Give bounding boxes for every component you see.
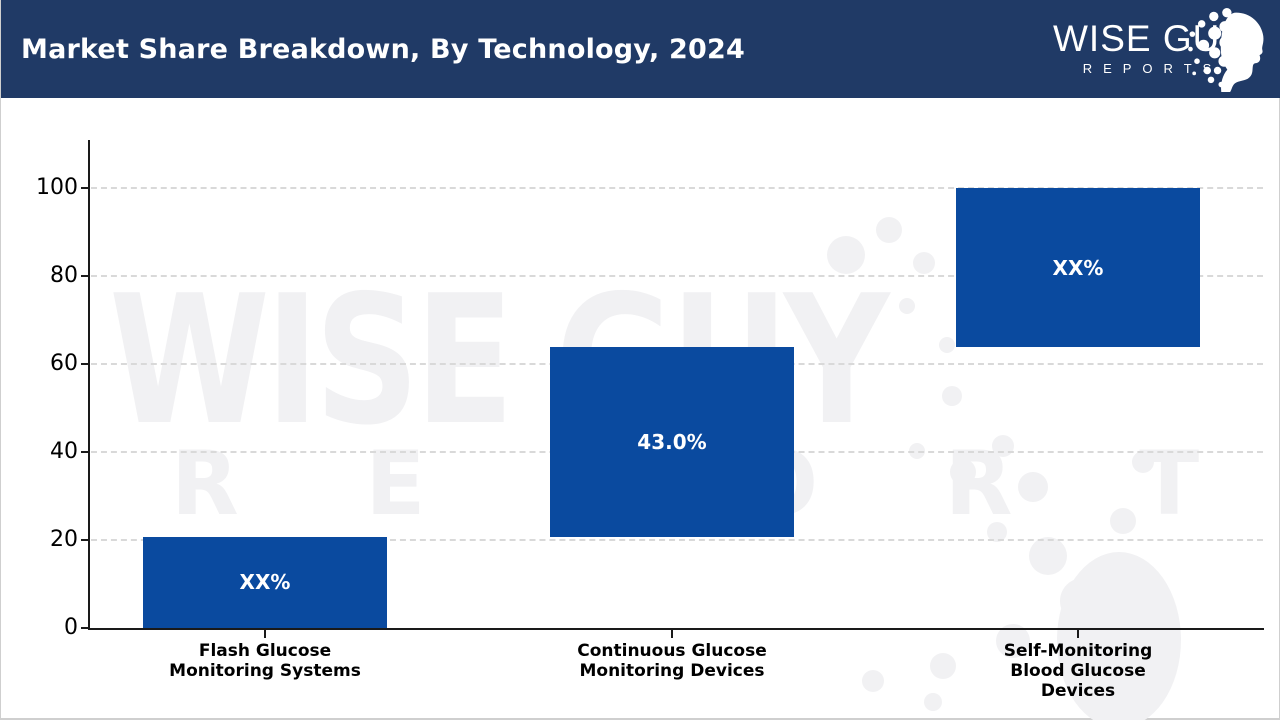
y-tick-label-100: 100 xyxy=(36,174,78,200)
x-tick-mark-3 xyxy=(1077,630,1079,638)
gridline-20 xyxy=(91,538,1263,541)
bar-segment: XX% xyxy=(143,536,387,628)
x-category-label: Continuous Glucose Monitoring Devices xyxy=(577,641,767,681)
x-category-label: Flash Glucose Monitoring Systems xyxy=(169,641,361,681)
bar-value-label: XX% xyxy=(239,570,291,595)
bar-value-label: 43.0% xyxy=(637,430,707,455)
brand-logo: WISE GUY REPORTS xyxy=(989,6,1269,92)
bar-value-label: XX% xyxy=(1052,255,1104,280)
y-tick-mark-40 xyxy=(81,450,89,453)
x-category-label: Self-Monitoring Blood Glucose Devices xyxy=(1003,641,1153,701)
header-bar: Market Share Breakdown, By Technology, 2… xyxy=(1,0,1280,98)
y-tick-mark-20 xyxy=(81,538,89,541)
gridline-80 xyxy=(91,274,1263,277)
dot-head-icon xyxy=(1188,8,1264,92)
x-tick-mark-1 xyxy=(264,630,266,638)
page-title: Market Share Breakdown, By Technology, 2… xyxy=(21,33,746,65)
y-tick-mark-80 xyxy=(81,274,89,277)
y-tick-mark-100 xyxy=(81,186,89,189)
y-tick-label-0: 0 xyxy=(64,615,78,640)
y-tick-mark-60 xyxy=(81,362,89,365)
y-axis-line xyxy=(88,140,90,630)
y-tick-label-60: 60 xyxy=(50,350,78,376)
x-axis-line xyxy=(88,628,1264,630)
y-tick-mark-0 xyxy=(81,627,89,629)
bar-segment: XX% xyxy=(956,187,1200,348)
y-tick-label-20: 20 xyxy=(50,526,78,552)
brand-logo-reports: REPORTS xyxy=(1082,61,1223,76)
y-tick-label-80: 80 xyxy=(50,262,78,288)
bar-segment: 43.0% xyxy=(550,347,794,537)
x-tick-mark-2 xyxy=(671,630,673,638)
y-tick-label-40: 40 xyxy=(50,438,78,464)
gridline-100 xyxy=(91,186,1263,189)
